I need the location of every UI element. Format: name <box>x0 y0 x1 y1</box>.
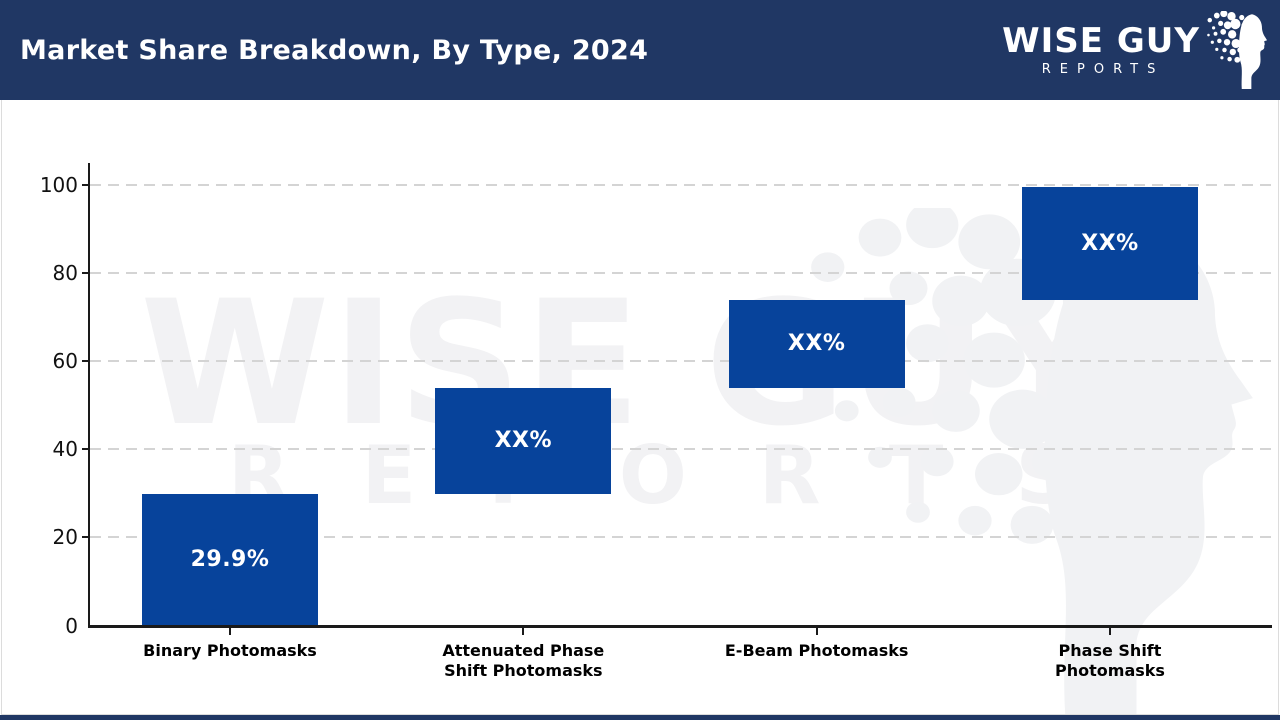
bar: 29.9% <box>142 493 318 626</box>
bar: XX% <box>728 300 905 388</box>
page-title: Market Share Breakdown, By Type, 2024 <box>20 34 649 66</box>
bar: XX% <box>435 387 612 494</box>
x-tick-mark <box>1108 626 1111 635</box>
y-tick-mark <box>82 183 90 186</box>
y-tick-label: 0 <box>65 613 78 638</box>
x-tick-mark <box>815 626 818 635</box>
x-category-label: E-Beam Photomasks <box>724 641 909 660</box>
bar-value-label: XX% <box>1081 231 1139 257</box>
bar: XX% <box>1021 187 1198 301</box>
gridline <box>90 183 1272 186</box>
bar-value-label: 29.9% <box>190 547 270 573</box>
y-tick-label: 20 <box>52 525 78 550</box>
y-tick-label: 100 <box>39 172 78 197</box>
header-bar: Market Share Breakdown, By Type, 2024 WI… <box>0 0 1280 100</box>
bar-value-label: XX% <box>494 428 553 454</box>
y-tick-mark <box>82 448 90 451</box>
y-tick-label: 60 <box>52 349 78 374</box>
x-category-label: Phase Shift Photomasks <box>1055 641 1165 680</box>
gridline <box>90 448 1272 451</box>
brand-logo-text: WISE GUY REPORTS <box>1002 23 1200 77</box>
y-tick-label: 40 <box>52 437 78 462</box>
gridline <box>90 536 1272 539</box>
x-tick-mark <box>229 626 231 635</box>
brand-subtitle: REPORTS <box>1041 62 1165 77</box>
x-axis-line <box>88 625 1272 628</box>
brand-logo: WISE GUY REPORTS <box>1002 8 1268 92</box>
y-tick-label: 80 <box>52 261 78 286</box>
x-category-label: Attenuated Phase Shift Photomasks <box>442 641 605 680</box>
footer-strip <box>0 715 1280 720</box>
y-axis-line <box>88 163 90 626</box>
gridline <box>90 360 1272 363</box>
y-tick-mark <box>82 272 90 275</box>
y-tick-mark <box>82 536 90 539</box>
gridline <box>90 272 1272 275</box>
brand-name: WISE GUY <box>1002 21 1200 61</box>
x-category-label: Binary Photomasks <box>143 641 317 660</box>
brand-head-icon <box>1207 11 1268 89</box>
bar-value-label: XX% <box>787 331 846 357</box>
y-tick-mark <box>82 360 90 363</box>
x-tick-mark <box>522 626 525 635</box>
